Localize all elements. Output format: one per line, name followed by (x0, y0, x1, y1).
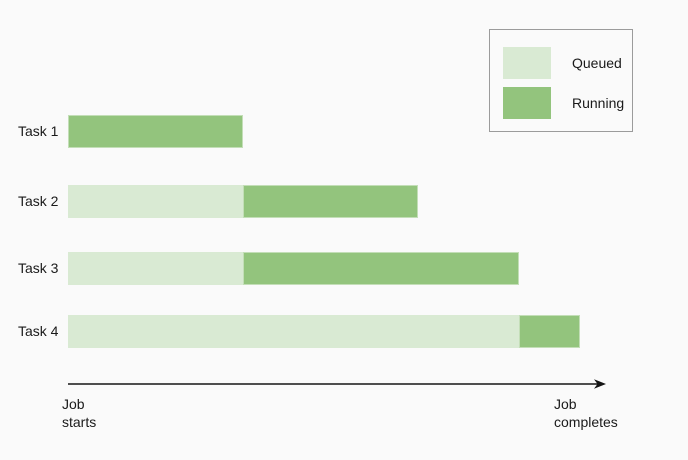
task-label: Task 1 (18, 123, 59, 139)
running-swatch (503, 87, 551, 119)
queued-bar-segment (68, 252, 243, 285)
legend-item-running: Running (503, 87, 632, 119)
running-bar-segment (243, 185, 418, 218)
task-row: Task 1 (0, 115, 688, 148)
task-row: Task 4 (0, 315, 688, 348)
queued-swatch (503, 47, 551, 79)
queued-bar-segment (68, 185, 243, 218)
arrowhead-icon (594, 379, 606, 389)
task-label: Task 3 (18, 260, 59, 276)
task-row: Task 2 (0, 185, 688, 218)
running-bar-segment (243, 252, 520, 285)
queued-bar-segment (68, 315, 520, 348)
task-label: Task 4 (18, 323, 59, 339)
timeline-arrow (68, 379, 606, 389)
axis-label-job-starts: Job starts (62, 396, 97, 430)
axis-label-job-completes: Job completes (554, 396, 618, 430)
running-bar-segment (68, 115, 243, 148)
task-label: Task 2 (18, 193, 59, 209)
legend: Queued Running (489, 29, 633, 132)
running-bar-segment (519, 315, 580, 348)
legend-label-running: Running (572, 95, 625, 111)
task-row: Task 3 (0, 252, 688, 285)
legend-item-queued: Queued (503, 47, 632, 79)
legend-label-queued: Queued (572, 55, 622, 71)
